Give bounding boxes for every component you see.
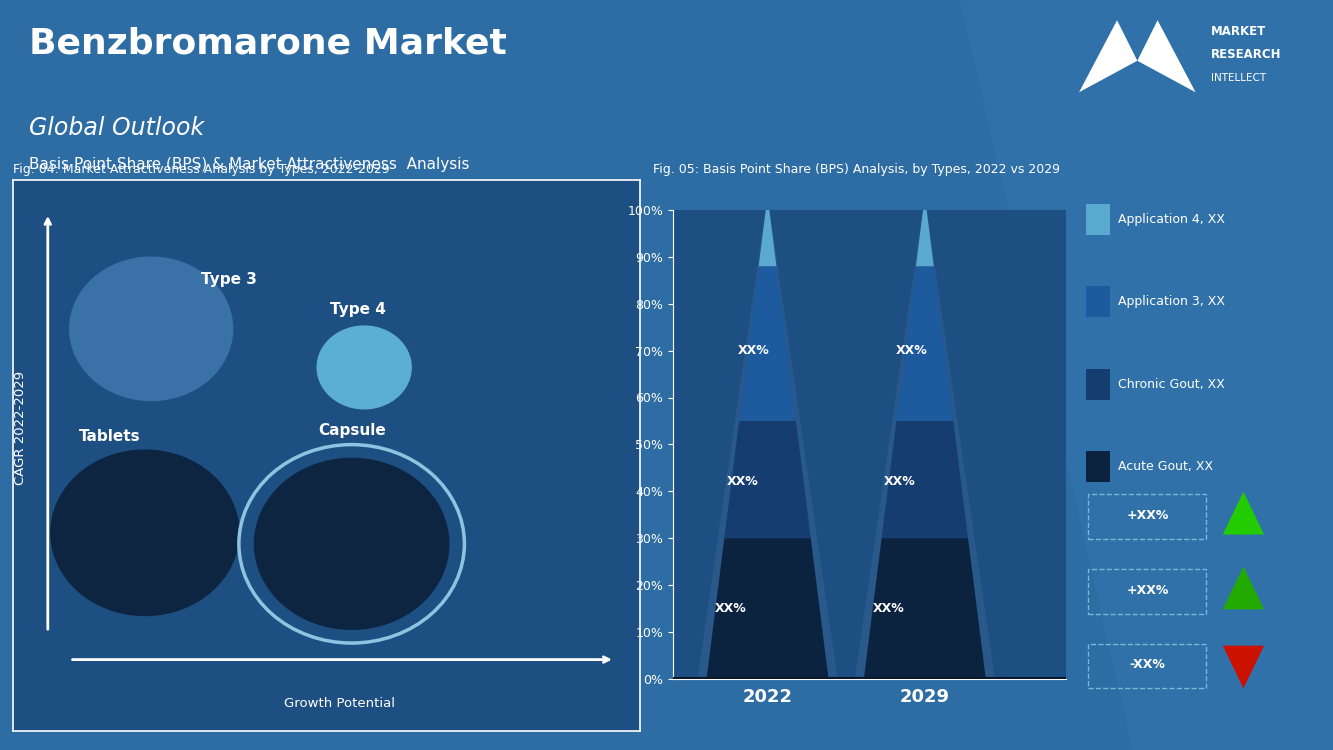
Text: XX%: XX% <box>896 344 926 357</box>
Circle shape <box>317 326 411 409</box>
Text: CAGR 2022-2029: CAGR 2022-2029 <box>15 371 28 485</box>
Text: Type 4: Type 4 <box>331 302 385 317</box>
Text: Growth Potential: Growth Potential <box>284 698 395 710</box>
Text: Fig. 04: Market Attractiveness Analysis by Types, 2022-2029: Fig. 04: Market Attractiveness Analysis … <box>13 163 391 176</box>
Polygon shape <box>1222 646 1264 688</box>
Text: Application 4, XX: Application 4, XX <box>1118 213 1225 226</box>
Polygon shape <box>706 538 829 679</box>
Text: XX%: XX% <box>738 344 769 357</box>
Text: XX%: XX% <box>884 476 916 488</box>
Text: RESEARCH: RESEARCH <box>1210 48 1281 61</box>
Text: INTELLECT: INTELLECT <box>1210 73 1266 82</box>
Text: Type 3: Type 3 <box>201 272 257 286</box>
Text: Fig. 05: Basis Point Share (BPS) Analysis, by Types, 2022 vs 2029: Fig. 05: Basis Point Share (BPS) Analysi… <box>653 163 1060 176</box>
Polygon shape <box>1137 20 1196 92</box>
Text: Global Outlook: Global Outlook <box>29 116 204 140</box>
Text: XX%: XX% <box>726 476 758 488</box>
Bar <box>1086 452 1110 482</box>
Bar <box>1086 369 1110 400</box>
Polygon shape <box>854 196 994 679</box>
Text: -XX%: -XX% <box>1129 658 1165 671</box>
Text: Acute Gout, XX: Acute Gout, XX <box>1118 460 1213 473</box>
Text: XX%: XX% <box>716 602 746 615</box>
Polygon shape <box>697 196 837 679</box>
Circle shape <box>51 450 239 616</box>
Text: Benzbromarone Market: Benzbromarone Market <box>29 26 507 60</box>
Polygon shape <box>1080 20 1137 92</box>
Circle shape <box>255 458 449 629</box>
Polygon shape <box>1222 492 1264 535</box>
Polygon shape <box>1222 566 1264 609</box>
Text: Chronic Gout, XX: Chronic Gout, XX <box>1118 378 1225 391</box>
Text: Capsule: Capsule <box>317 423 385 438</box>
Polygon shape <box>881 421 968 538</box>
Polygon shape <box>758 196 776 266</box>
Text: +XX%: +XX% <box>1126 509 1169 522</box>
Text: +XX%: +XX% <box>1126 584 1169 596</box>
Text: XX%: XX% <box>873 602 904 615</box>
Polygon shape <box>864 538 986 679</box>
Polygon shape <box>738 266 796 421</box>
Bar <box>1086 204 1110 235</box>
Text: MARKET: MARKET <box>1210 25 1266 38</box>
Text: Application 3, XX: Application 3, XX <box>1118 296 1225 308</box>
Bar <box>1086 286 1110 317</box>
Text: Basis Point Share (BPS) & Market Attractiveness  Analysis: Basis Point Share (BPS) & Market Attract… <box>29 158 469 172</box>
Polygon shape <box>960 0 1333 750</box>
Polygon shape <box>724 421 810 538</box>
Circle shape <box>69 257 233 400</box>
Polygon shape <box>896 266 953 421</box>
Text: Tablets: Tablets <box>79 429 141 444</box>
Polygon shape <box>916 196 933 266</box>
